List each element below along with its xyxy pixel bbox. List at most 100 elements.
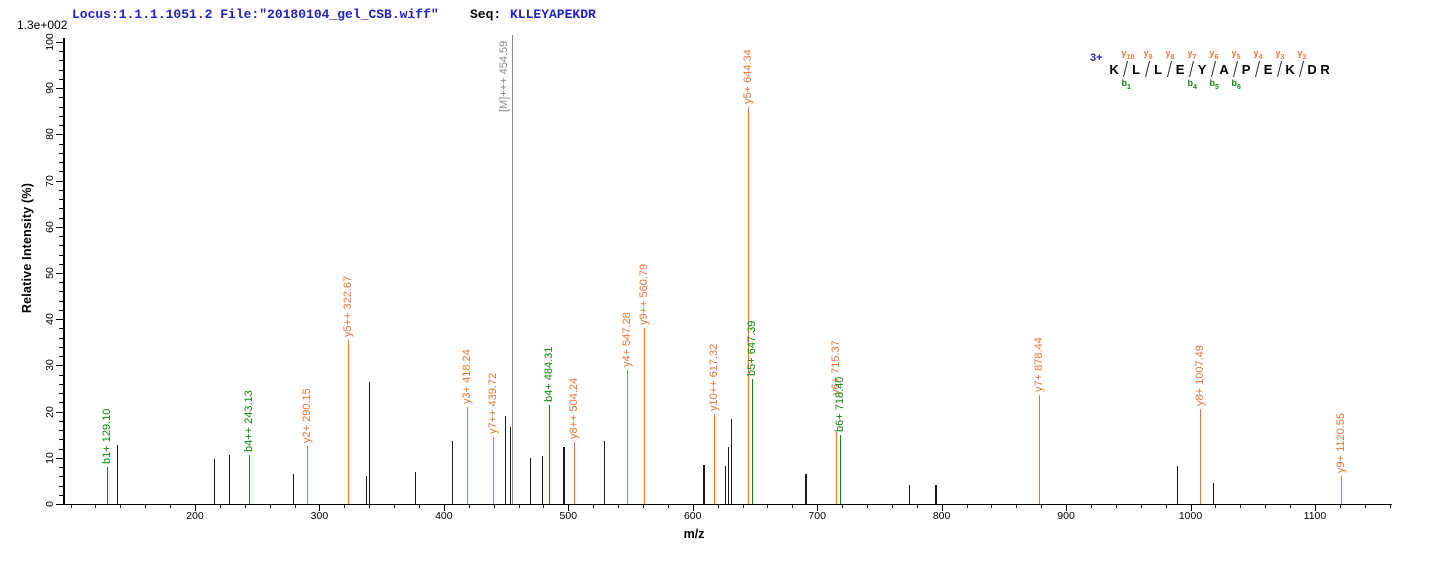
x-tick [767,504,769,508]
ladder-cleavage-mark: y4 [1253,48,1262,78]
cleavage-slash-icon [1254,61,1260,77]
peak-y10++ [714,413,716,504]
ladder-residue-Y: Y [1197,61,1207,77]
peak-y7+ [1039,395,1041,504]
peak-stick [510,427,512,504]
peak-stick [908,485,910,504]
ladder-residue-E: E [1175,61,1185,77]
y-tick [59,420,63,422]
x-tick [618,504,620,508]
ladder-ylabel-y5: y5 [1231,48,1241,61]
peak-stick [603,440,605,504]
peak-label-b5+: b5+ 647.39 [745,320,758,377]
y-tick [59,162,63,164]
y-tick [56,88,63,90]
peak-label-y9++: y9++ 560.79 [637,264,650,326]
y-tick-label: 70 [44,174,56,187]
peak-b6+ [840,434,842,504]
y-tick-label: 10 [44,451,56,464]
x-tick [1190,504,1192,511]
y-tick-label: 20 [44,405,56,418]
x-tick-label: 700 [808,510,826,522]
y-tick [59,356,63,358]
y-tick [59,236,63,238]
x-tick [1240,504,1242,508]
peak-stick [415,471,417,504]
peak-stick [293,473,295,504]
peak-label-b6+: b6+ 718.40 [834,376,847,432]
x-tick-label: 400 [435,510,453,522]
x-tick-label: 500 [559,510,578,522]
peak-stick [728,446,730,504]
ladder-ylabel-y2: y2 [1297,48,1307,61]
x-tick [543,504,545,508]
y-tick [56,411,63,413]
y-tick [59,282,63,284]
y-tick [59,300,63,302]
x-tick-label: 900 [1057,510,1075,522]
x-tick [1290,504,1292,508]
peak-label-y8++: y8++ 504.24 [567,377,580,439]
ladder-residue-K: K [1285,61,1295,77]
x-tick [916,504,918,508]
peak-stick [541,455,543,504]
seq-value: KLLEYAPEKDR [510,7,596,22]
peak-stick [1176,466,1178,504]
ladder-cleavage-mark: y3 [1275,48,1284,78]
x-tick [866,504,868,508]
cleavage-slash-icon [1298,61,1304,77]
peak-stick [117,444,119,504]
y-tick-label: 50 [44,267,56,279]
x-tick-label: 800 [932,510,951,522]
x-tick [1140,504,1142,508]
peak-b1+ [106,467,108,504]
y-tick-label: 90 [44,82,56,95]
y-tick [59,171,63,173]
peak-label-y4+: y4+ 547.28 [621,312,634,368]
peak-y6+ [836,432,838,504]
x-tick [194,504,196,511]
peak-y8++ [573,441,575,504]
ladder-blabel-b6: b6 [1231,78,1241,91]
y-tick [56,365,63,367]
ladder-cleavage-mark: y10 b1 [1121,48,1135,91]
x-tick [1215,504,1217,508]
peak-label-b1+: b1+ 129.10 [100,408,113,465]
peak-label-y5++: y5++ 322.67 [341,275,354,337]
cleavage-slash-icon [1166,61,1172,77]
ladder-cleavage-mark: y9 [1143,48,1152,78]
ladder-blabel-b4: b4 [1187,78,1197,91]
y-tick [59,199,63,201]
y-tick [59,60,63,62]
y-tick [59,402,63,404]
x-tick-label: 300 [310,510,329,522]
y-tick [59,97,63,99]
y-tick-label: 30 [44,359,56,372]
x-tick [667,504,669,508]
x-tick [1041,504,1043,508]
y-axis-max-label: 1.3e+002 [17,18,68,32]
x-tick [593,504,595,508]
y-tick [56,273,63,274]
peak-y5++ [347,339,349,504]
x-tick [219,504,221,508]
peak-stick [451,440,454,504]
peak-stick [366,475,368,504]
peak-stick [703,465,705,504]
ladder-ylabel-y3: y3 [1275,48,1285,61]
y-tick [56,457,63,459]
x-tick [1165,504,1167,508]
y-tick [59,51,63,53]
precursor-line [511,35,513,504]
x-tick [294,504,296,508]
y-tick [59,208,63,210]
peak-label-y2+: y2+ 290.15 [301,388,314,444]
ladder-ylabel-y4: y4 [1253,48,1263,61]
peak-label-y9+: y9+ 1120.55 [1334,413,1347,474]
x-tick [269,504,271,508]
y-tick [59,467,63,469]
ladder-ylabel-y6: y6 [1209,48,1219,61]
peak-stick [368,381,370,504]
